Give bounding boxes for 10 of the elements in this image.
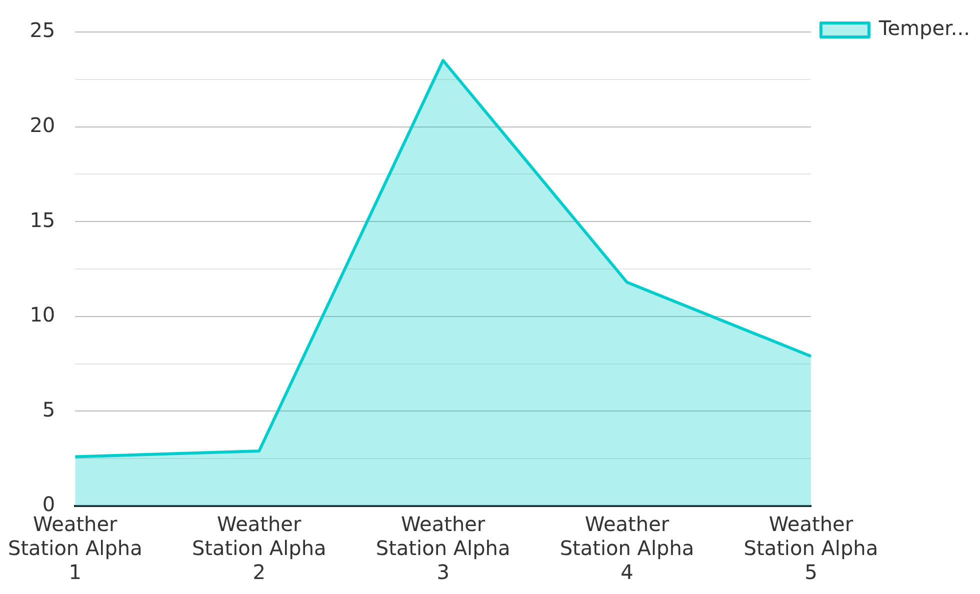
y-tick-label: 15 xyxy=(30,208,56,232)
y-tick-label: 10 xyxy=(30,302,56,327)
x-tick-label: Weather Station Alpha 4 xyxy=(560,512,694,584)
x-tick-label: Weather Station Alpha 3 xyxy=(376,512,510,584)
x-tick-label: Weather Station Alpha 5 xyxy=(744,512,878,584)
y-tick-label: 25 xyxy=(30,18,56,42)
y-tick-label: 20 xyxy=(30,113,56,138)
legend-label: Temper... xyxy=(878,16,970,40)
x-tick-label: Weather Station Alpha 2 xyxy=(192,512,326,584)
y-tick-label: 5 xyxy=(42,397,56,422)
